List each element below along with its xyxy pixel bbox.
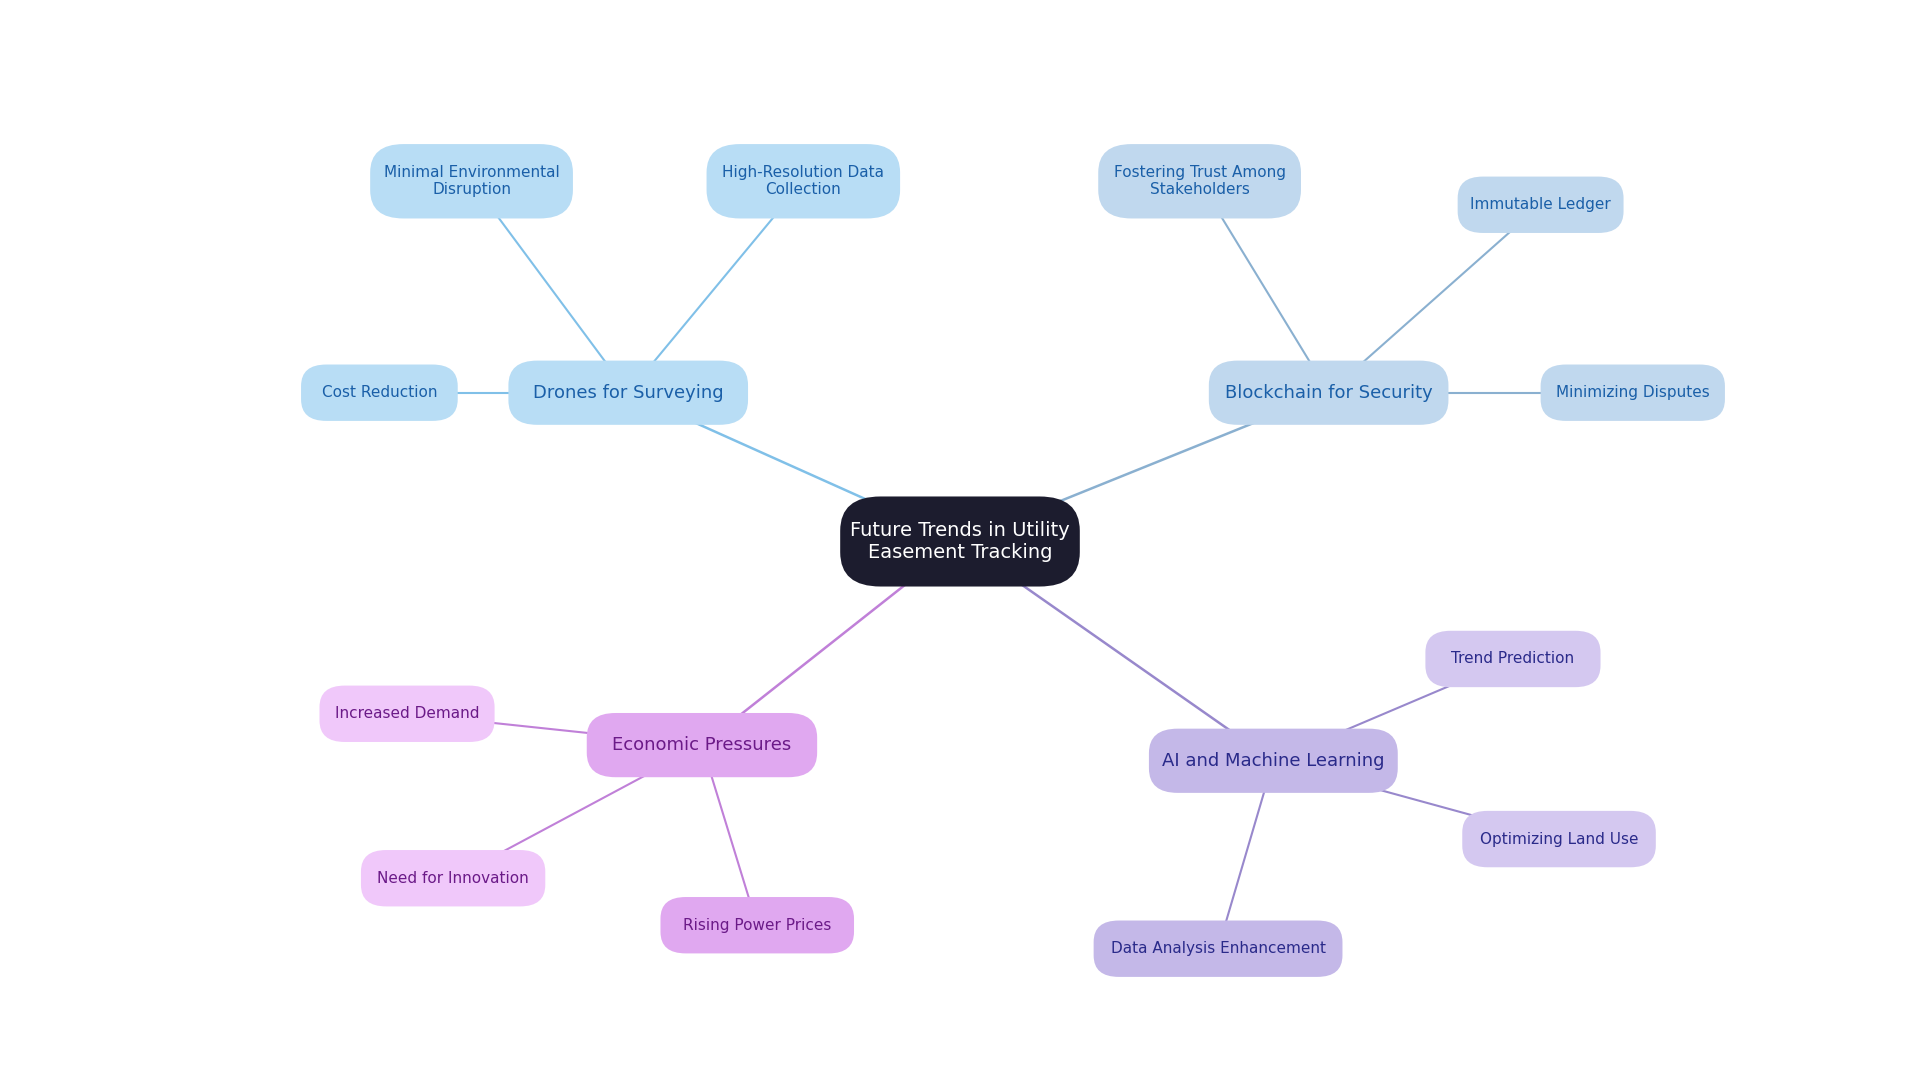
FancyBboxPatch shape: [1540, 365, 1724, 421]
FancyBboxPatch shape: [1425, 630, 1601, 687]
FancyBboxPatch shape: [361, 850, 545, 906]
FancyBboxPatch shape: [1098, 144, 1302, 219]
Text: Immutable Ledger: Immutable Ledger: [1471, 197, 1611, 212]
FancyBboxPatch shape: [301, 365, 457, 421]
Text: Drones for Surveying: Drones for Surveying: [534, 383, 724, 402]
Text: High-Resolution Data
Collection: High-Resolution Data Collection: [722, 165, 885, 197]
Text: Rising Power Prices: Rising Power Prices: [684, 917, 831, 932]
FancyBboxPatch shape: [371, 144, 572, 219]
FancyBboxPatch shape: [509, 361, 749, 425]
FancyBboxPatch shape: [841, 496, 1079, 587]
FancyBboxPatch shape: [1148, 729, 1398, 793]
Text: Need for Innovation: Need for Innovation: [376, 871, 530, 886]
Text: Optimizing Land Use: Optimizing Land Use: [1480, 832, 1638, 847]
Text: Fostering Trust Among
Stakeholders: Fostering Trust Among Stakeholders: [1114, 165, 1286, 197]
FancyBboxPatch shape: [588, 713, 818, 778]
Text: Data Analysis Enhancement: Data Analysis Enhancement: [1110, 941, 1325, 956]
FancyBboxPatch shape: [660, 897, 854, 953]
FancyBboxPatch shape: [1463, 811, 1655, 867]
Text: Blockchain for Security: Blockchain for Security: [1225, 383, 1432, 402]
Text: Trend Prediction: Trend Prediction: [1452, 652, 1574, 666]
FancyBboxPatch shape: [319, 686, 495, 742]
Text: Economic Pressures: Economic Pressures: [612, 736, 791, 754]
Text: Minimal Environmental
Disruption: Minimal Environmental Disruption: [384, 165, 559, 197]
FancyBboxPatch shape: [1457, 177, 1624, 233]
FancyBboxPatch shape: [1210, 361, 1448, 425]
Text: Cost Reduction: Cost Reduction: [323, 386, 438, 401]
Text: Minimizing Disputes: Minimizing Disputes: [1555, 386, 1709, 401]
FancyBboxPatch shape: [1094, 921, 1342, 977]
Text: AI and Machine Learning: AI and Machine Learning: [1162, 752, 1384, 770]
Text: Increased Demand: Increased Demand: [334, 706, 480, 721]
FancyBboxPatch shape: [707, 144, 900, 219]
Text: Future Trends in Utility
Easement Tracking: Future Trends in Utility Easement Tracki…: [851, 521, 1069, 562]
